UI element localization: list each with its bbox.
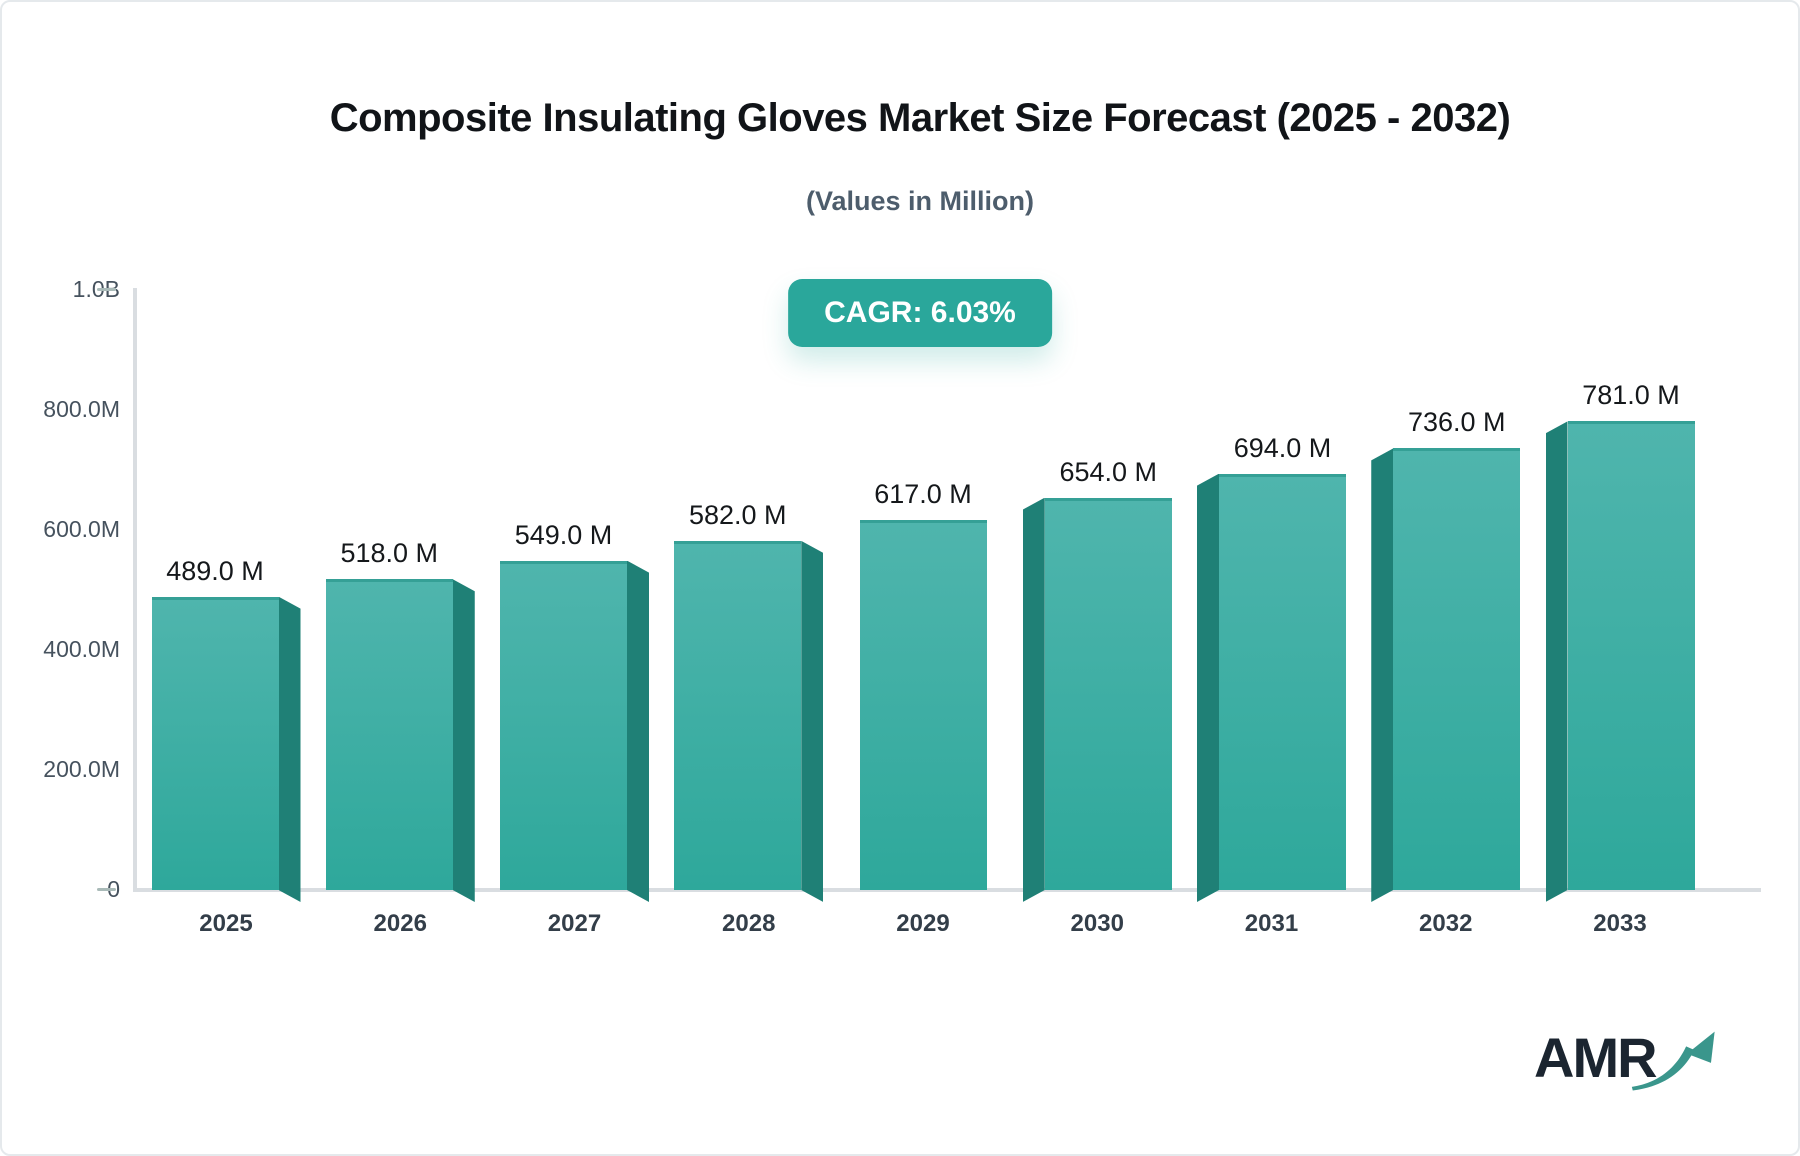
- bar-front-face: [1567, 421, 1695, 890]
- bar-value-label: 582.0 M: [688, 499, 787, 530]
- y-tick-mark: [97, 288, 116, 291]
- growth-arrow-icon: [1630, 1026, 1722, 1103]
- bar-front-face: [1393, 448, 1521, 890]
- x-axis-label: 2025: [199, 910, 253, 937]
- bar-front-face: [1219, 473, 1346, 890]
- bar-front-face: [325, 579, 453, 890]
- bar-2028: 582.0 M: [674, 290, 823, 890]
- bar-front-face: [1044, 497, 1172, 890]
- bar-value-label: 489.0 M: [166, 555, 264, 586]
- x-axis-label: 2026: [373, 910, 427, 937]
- bar-value-label: 736.0 M: [1407, 407, 1506, 438]
- y-tick-label: 600.0M: [43, 516, 120, 542]
- bar-side-face: [1546, 421, 1568, 902]
- x-axis-line: [133, 888, 1761, 892]
- bar-2025: 489.0 M: [151, 290, 301, 890]
- bar-side-face: [1197, 474, 1219, 902]
- bar-value-label: 781.0 M: [1582, 380, 1680, 411]
- bar-front-face: [151, 596, 279, 890]
- bar-value-label: 549.0 M: [514, 519, 613, 550]
- y-tick-label: 200.0M: [43, 756, 120, 782]
- bar-front-face: [859, 519, 987, 890]
- bar-2027: 549.0 M: [500, 290, 649, 890]
- x-axis-label: 2027: [547, 910, 602, 937]
- bar-side-face: [1023, 498, 1045, 902]
- x-axis-label: 2031: [1244, 910, 1299, 937]
- bar-2032: 736.0 M: [1371, 290, 1521, 890]
- x-axis-label: 2032: [1419, 910, 1473, 937]
- x-axis-label: 2028: [722, 910, 776, 937]
- chart-subtitle: (Values in Million): [805, 186, 1035, 216]
- y-axis-line: [133, 288, 137, 892]
- bar-value-label: 518.0 M: [340, 538, 439, 569]
- x-axis-label: 2029: [896, 910, 950, 937]
- amr-logo-text: AMR: [1534, 1026, 1658, 1089]
- bar-front-face: [500, 560, 627, 890]
- bar-value-label: 694.0 M: [1233, 432, 1332, 463]
- bar-2031: 694.0 M: [1197, 290, 1346, 890]
- bar-side-face: [801, 541, 823, 902]
- y-tick-label: 800.0M: [43, 396, 120, 422]
- y-tick-label: 400.0M: [43, 636, 120, 662]
- bar-side-face: [627, 561, 649, 902]
- cagr-badge: CAGR: 6.03%: [788, 279, 1052, 347]
- bar-2033: 781.0 M: [1546, 290, 1695, 890]
- x-axis-label: 2033: [1593, 910, 1647, 937]
- bar-2026: 518.0 M: [325, 290, 475, 890]
- bars-layer: 489.0 M 518.0 M 549.0 M 582.0 M 617.0 M 654.0…: [2, 290, 1798, 890]
- bar-front-face: [674, 540, 802, 890]
- bar-2030: 654.0 M: [1023, 290, 1172, 890]
- bar-side-face: [279, 597, 301, 902]
- y-tick-mark: [97, 888, 116, 891]
- bar-2029: 617.0 M: [859, 290, 987, 890]
- bar-side-face: [453, 579, 475, 902]
- bar-value-label: 654.0 M: [1059, 456, 1158, 487]
- chart-title: Composite Insulating Gloves Market Size …: [329, 96, 1511, 140]
- x-axis-label: 2030: [1070, 910, 1124, 937]
- bar-side-face: [1371, 448, 1393, 902]
- bar-value-label: 617.0 M: [874, 478, 972, 509]
- amr-logo: AMR: [1534, 1030, 1722, 1103]
